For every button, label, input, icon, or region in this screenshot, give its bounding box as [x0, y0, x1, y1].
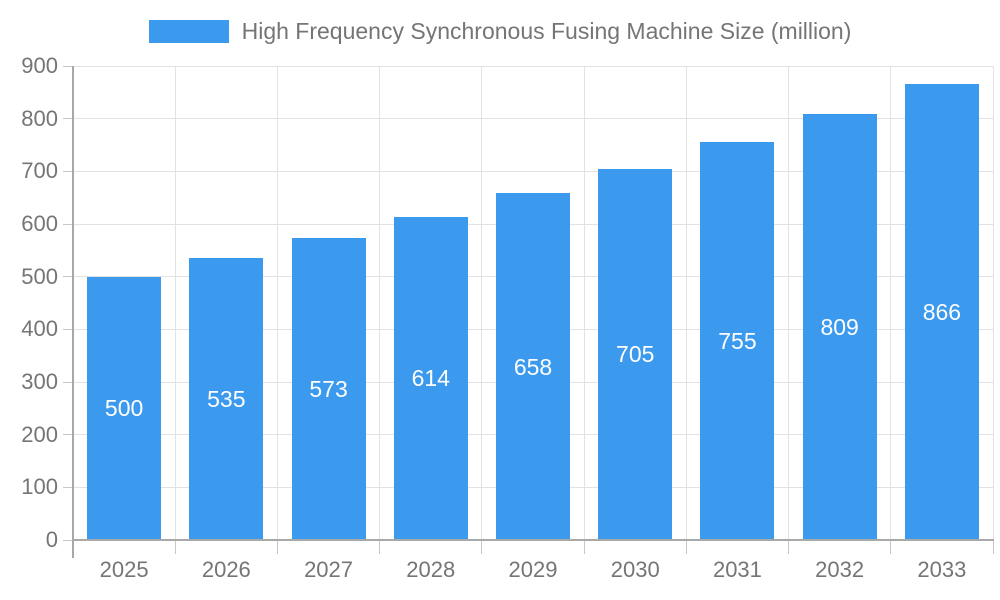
y-axis-tick [63, 223, 73, 225]
x-axis-label: 2033 [917, 557, 967, 582]
bar-2027[interactable] [291, 238, 366, 540]
y-axis-tick [63, 539, 73, 541]
y-axis-tick [63, 381, 73, 383]
bar-2032[interactable] [802, 113, 877, 540]
y-axis-tick [63, 65, 73, 67]
bar-value-label: 705 [616, 341, 655, 368]
y-axis-label: 800 [21, 105, 58, 131]
x-gridline [583, 66, 585, 540]
y-axis-label: 700 [21, 158, 58, 184]
x-axis-tick [583, 540, 585, 554]
bar-value-label: 809 [820, 313, 859, 340]
bar-2031[interactable] [700, 142, 775, 540]
x-gridline [788, 66, 790, 540]
x-axis-tick [276, 540, 278, 554]
y-axis-label: 600 [21, 211, 58, 236]
bar-value-label: 614 [411, 365, 450, 392]
bar-2025[interactable] [87, 276, 162, 540]
bar-2026[interactable] [189, 258, 264, 540]
y-gridline [73, 118, 993, 120]
y-axis-tick [63, 118, 73, 120]
x-axis-tick [379, 540, 381, 554]
legend-swatch [148, 19, 229, 43]
y-axis-label: 0 [45, 527, 58, 552]
x-axis-tick [890, 540, 892, 554]
x-gridline [685, 66, 687, 540]
x-gridline [481, 66, 483, 540]
bar-value-label: 535 [207, 386, 246, 413]
y-axis-label: 500 [21, 263, 58, 289]
y-axis-tick [63, 276, 73, 278]
y-axis-label: 400 [21, 316, 58, 342]
y-gridline [73, 170, 993, 172]
x-axis-label: 2028 [406, 557, 456, 582]
y-axis-label: 200 [21, 421, 58, 447]
x-axis-label: 2031 [712, 557, 762, 582]
x-gridline [276, 66, 278, 540]
legend[interactable]: High Frequency Synchronous Fusing Machin… [0, 14, 1000, 48]
x-gridline [992, 66, 994, 540]
x-gridline [890, 66, 892, 540]
x-gridline [174, 66, 176, 540]
y-axis-tick [63, 170, 73, 172]
x-axis-tick [174, 540, 176, 554]
y-axis-label: 300 [21, 369, 58, 394]
x-gridline [379, 66, 381, 540]
x-axis-label: 2026 [201, 557, 251, 582]
y-axis-line [72, 66, 74, 558]
bar-value-label: 573 [309, 376, 348, 403]
legend-label: High Frequency Synchronous Fusing Machin… [241, 17, 852, 44]
y-axis-tick [63, 328, 73, 330]
x-axis-label: 2030 [610, 557, 660, 582]
bar-2030[interactable] [598, 168, 673, 540]
y-axis-tick [63, 434, 73, 436]
x-axis-label: 2029 [508, 557, 558, 582]
x-axis-tick [685, 540, 687, 554]
y-axis-label: 100 [21, 474, 58, 500]
x-axis-tick [481, 540, 483, 554]
bar-value-label: 658 [513, 353, 553, 380]
x-axis-label: 2025 [99, 557, 149, 582]
x-axis-line [72, 539, 994, 541]
bar-2033[interactable] [904, 83, 979, 540]
x-axis-label: 2032 [815, 557, 865, 582]
x-axis-label: 2027 [304, 557, 354, 582]
bar-value-label: 500 [104, 395, 144, 422]
y-axis-label: 900 [21, 53, 58, 78]
x-axis-tick [992, 540, 994, 554]
bar-value-label: 866 [922, 298, 962, 325]
x-axis-tick [788, 540, 790, 554]
bar-value-label: 755 [718, 328, 757, 355]
y-gridline [73, 65, 993, 67]
bar-2029[interactable] [496, 193, 570, 540]
y-axis-tick [63, 486, 73, 488]
bar-2028[interactable] [393, 216, 468, 540]
